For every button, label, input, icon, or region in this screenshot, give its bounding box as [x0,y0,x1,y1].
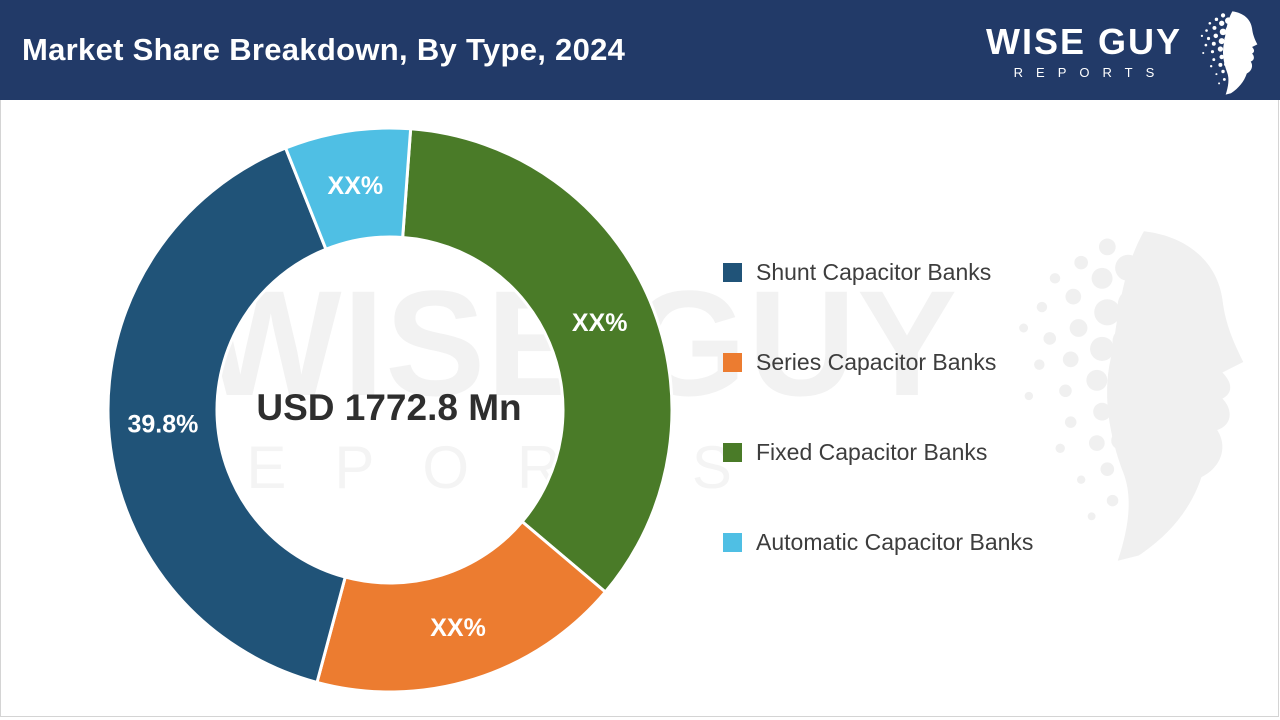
legend-swatch [723,352,742,372]
frame-border-left [0,100,1,717]
donut-chart: XX% XX% 39.8% XX% [106,126,674,694]
page-title: Market Share Breakdown, By Type, 2024 [22,32,626,67]
chart-legend: Shunt Capacitor Banks Series Capacitor Ba… [723,255,1033,559]
donut-segment-series-capacitor-banks [315,520,607,694]
donut-segment-label: XX% [572,309,628,337]
logo-wordmark: WISE GUY REPORTS [985,21,1182,81]
legend-item-series-capacitor-banks: Series Capacitor Banks [723,345,1033,379]
frame-border-bottom [0,716,1279,717]
legend-label: Automatic Capacitor Banks [756,528,1034,555]
donut-segment-label: XX% [328,172,384,200]
legend-label: Series Capacitor Banks [756,348,997,375]
legend-item-fixed-capacitor-banks: Fixed Capacitor Banks [723,435,1033,469]
legend-label: Fixed Capacitor Banks [756,438,988,465]
wise-guy-logo: WISE GUY REPORTS [986,6,1266,96]
donut-segment-automatic-capacitor-banks [284,126,413,251]
donut-segment-fixed-capacitor-banks [401,127,674,594]
legend-swatch [723,262,742,282]
legend-label: Shunt Capacitor Banks [756,258,992,285]
donut-segment-shunt-capacitor-banks [106,146,347,684]
legend-swatch [723,442,742,462]
legend-item-automatic-capacitor-banks: Automatic Capacitor Banks [723,525,1033,559]
donut-center-value: USD 1772.8 Mn [256,387,522,428]
legend-item-shunt-capacitor-banks: Shunt Capacitor Banks [723,255,1033,289]
legend-swatch [723,532,742,552]
logo-text-reports: REPORTS [1013,65,1168,80]
header-bar: Market Share Breakdown, By Type, 2024 WI… [0,0,1280,100]
frame-border-right [1278,100,1279,717]
donut-segment-label: 39.8% [127,410,198,438]
donut-segment-label: XX% [430,614,486,642]
logo-text-wise-guy: WISE GUY [985,21,1182,62]
logo-head-icon [1194,10,1260,96]
